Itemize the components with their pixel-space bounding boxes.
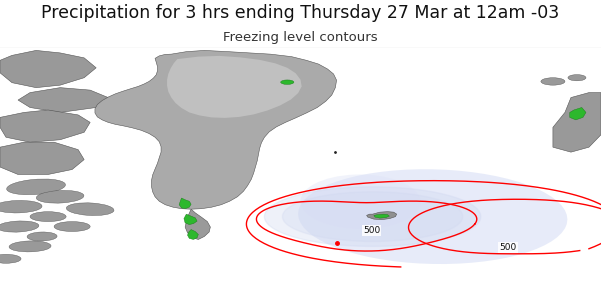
Polygon shape bbox=[18, 88, 108, 112]
Ellipse shape bbox=[568, 75, 586, 81]
Polygon shape bbox=[188, 229, 198, 239]
Ellipse shape bbox=[30, 212, 66, 222]
Polygon shape bbox=[0, 110, 90, 142]
Ellipse shape bbox=[300, 174, 421, 229]
Polygon shape bbox=[95, 50, 337, 209]
Polygon shape bbox=[167, 56, 302, 118]
Ellipse shape bbox=[541, 78, 565, 85]
Polygon shape bbox=[185, 209, 210, 239]
Ellipse shape bbox=[54, 222, 90, 231]
Text: 500: 500 bbox=[499, 243, 516, 252]
Text: Precipitation for 3 hrs ending Thursday 27 Mar at 12am -03: Precipitation for 3 hrs ending Thursday … bbox=[41, 4, 560, 22]
Polygon shape bbox=[553, 93, 601, 152]
Text: Freezing level contours: Freezing level contours bbox=[223, 31, 378, 44]
Ellipse shape bbox=[66, 203, 114, 215]
Polygon shape bbox=[184, 214, 197, 225]
Polygon shape bbox=[367, 212, 397, 220]
Ellipse shape bbox=[281, 80, 294, 84]
Ellipse shape bbox=[9, 241, 51, 252]
Polygon shape bbox=[0, 50, 96, 88]
Ellipse shape bbox=[0, 200, 42, 213]
Ellipse shape bbox=[298, 169, 567, 264]
Ellipse shape bbox=[27, 232, 57, 241]
Ellipse shape bbox=[0, 221, 39, 232]
Ellipse shape bbox=[0, 254, 21, 263]
Polygon shape bbox=[179, 198, 191, 209]
Polygon shape bbox=[264, 187, 481, 246]
Polygon shape bbox=[0, 142, 84, 174]
Polygon shape bbox=[374, 214, 389, 218]
Ellipse shape bbox=[36, 190, 84, 203]
Text: 500: 500 bbox=[363, 226, 380, 235]
Ellipse shape bbox=[7, 179, 66, 195]
Polygon shape bbox=[282, 192, 463, 242]
Polygon shape bbox=[570, 107, 586, 120]
